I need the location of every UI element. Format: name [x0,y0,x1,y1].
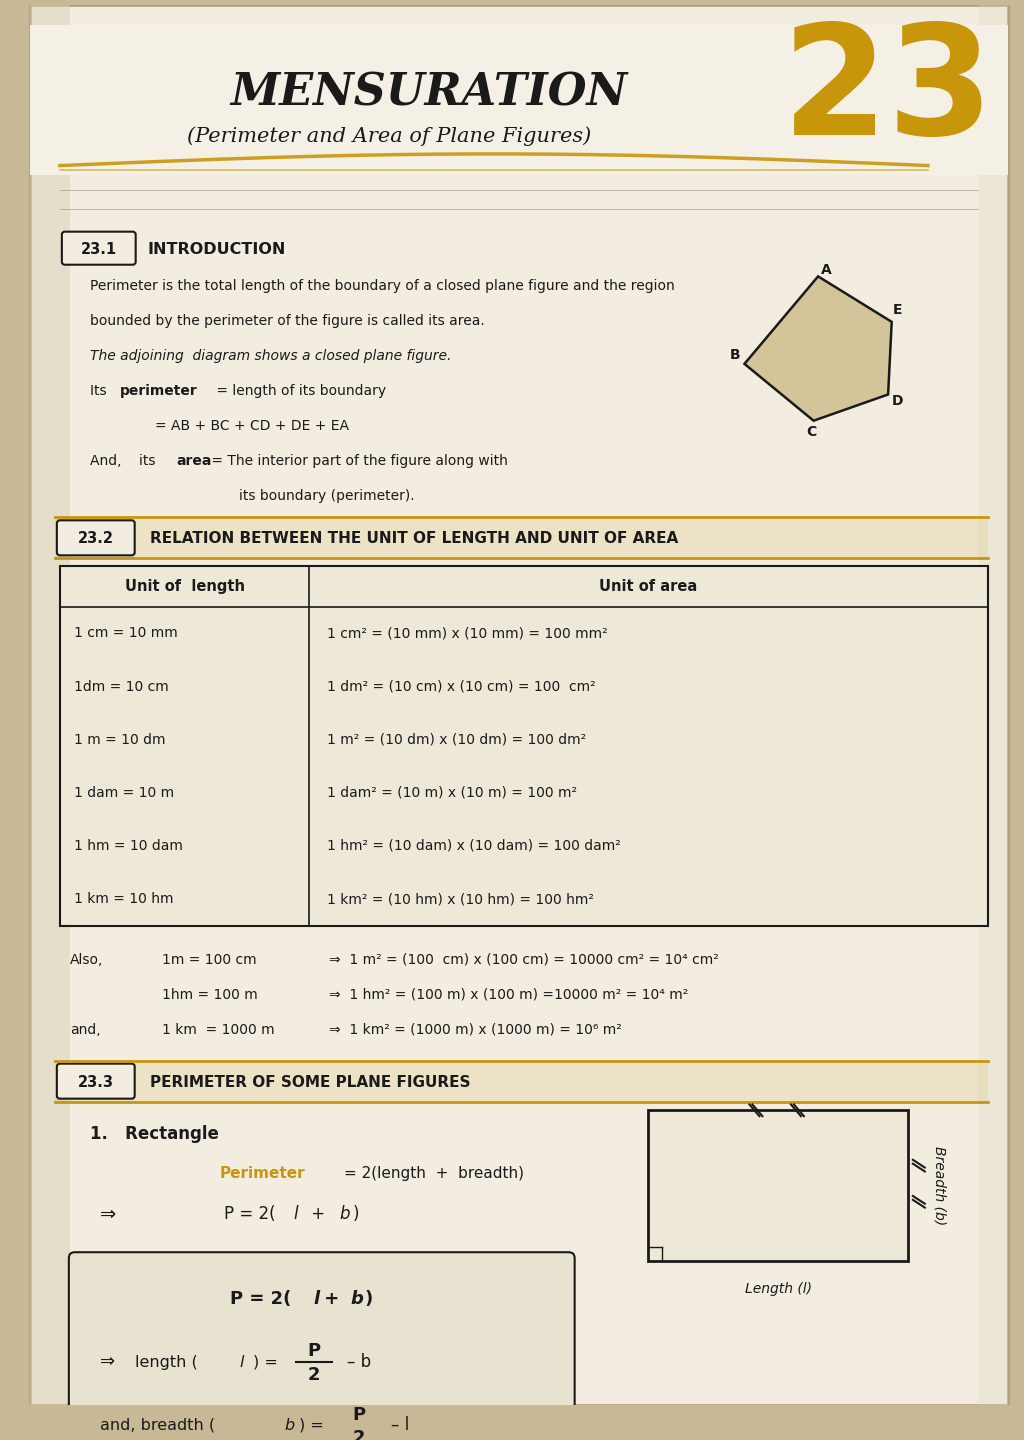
Text: Also,: Also, [70,953,103,966]
Text: – b: – b [347,1354,372,1371]
Text: 1 km  = 1000 m: 1 km = 1000 m [162,1022,274,1037]
Text: 1 cm = 10 mm: 1 cm = 10 mm [74,626,177,641]
Text: perimeter: perimeter [120,384,198,399]
Text: b: b [339,1205,350,1223]
Text: 1 m = 10 dm: 1 m = 10 dm [74,733,165,747]
FancyBboxPatch shape [59,566,988,926]
Text: 2: 2 [308,1365,321,1384]
Text: Perimeter is the total length of the boundary of a closed plane figure and the r: Perimeter is the total length of the bou… [90,279,675,294]
Text: and,: and, [70,1022,100,1037]
Text: 1 dam = 10 m: 1 dam = 10 m [74,786,174,799]
Text: its boundary (perimeter).: its boundary (perimeter). [240,490,415,503]
Text: 1 hm = 10 dam: 1 hm = 10 dam [74,840,182,852]
Text: Its: Its [90,384,115,399]
Text: l: l [313,1290,319,1308]
Text: And,    its: And, its [90,454,164,468]
Text: ⇒  1 hm² = (100 m) x (100 m) =10000 m² = 10⁴ m²: ⇒ 1 hm² = (100 m) x (100 m) =10000 m² = … [330,988,688,1002]
Text: l: l [240,1355,244,1369]
Text: P = 2(: P = 2( [224,1205,276,1223]
Text: Length (l): Length (l) [744,1283,812,1296]
FancyBboxPatch shape [57,520,135,556]
Text: PERIMETER OF SOME PLANE FIGURES: PERIMETER OF SOME PLANE FIGURES [150,1074,470,1090]
Polygon shape [30,6,1008,1405]
Text: 1 km² = (10 hm) x (10 hm) = 100 hm²: 1 km² = (10 hm) x (10 hm) = 100 hm² [328,891,594,906]
FancyBboxPatch shape [648,1110,908,1261]
FancyBboxPatch shape [55,517,988,559]
Text: 2: 2 [353,1428,366,1440]
Text: = The interior part of the figure along with: = The interior part of the figure along … [207,454,507,468]
Text: E: E [892,302,902,317]
FancyBboxPatch shape [61,232,136,265]
Text: 23.1: 23.1 [81,242,117,256]
Text: Perimeter: Perimeter [219,1166,305,1181]
Text: 1 hm² = (10 dam) x (10 dam) = 100 dam²: 1 hm² = (10 dam) x (10 dam) = 100 dam² [328,840,621,852]
Text: ) =: ) = [299,1418,325,1433]
Text: 1 km = 10 hm: 1 km = 10 hm [74,891,173,906]
Text: ⇒  1 m² = (100  cm) x (100 cm) = 10000 cm² = 10⁴ cm²: ⇒ 1 m² = (100 cm) x (100 cm) = 10000 cm²… [330,953,719,966]
Text: 23.2: 23.2 [78,531,114,546]
FancyBboxPatch shape [69,1253,574,1440]
Polygon shape [978,6,1008,1405]
Text: INTRODUCTION: INTRODUCTION [147,242,286,256]
Text: ) =: ) = [253,1355,279,1369]
Text: b: b [285,1418,295,1433]
Text: P: P [352,1405,366,1424]
Text: ): ) [365,1290,373,1308]
Text: +: + [306,1205,331,1223]
Text: area: area [176,454,212,468]
Text: D: D [891,393,903,408]
Text: 1hm = 100 m: 1hm = 100 m [162,988,257,1002]
Text: Breadth (b): Breadth (b) [933,1146,947,1225]
Text: B: B [730,348,740,363]
Text: +: + [318,1290,345,1308]
Text: (Perimeter and Area of Plane Figures): (Perimeter and Area of Plane Figures) [187,127,591,147]
Text: 1 m² = (10 dm) x (10 dm) = 100 dm²: 1 m² = (10 dm) x (10 dm) = 100 dm² [328,733,587,747]
Text: and, breadth (: and, breadth ( [99,1418,215,1433]
Text: Unit of  length: Unit of length [125,579,245,593]
Text: ⇒: ⇒ [99,1205,116,1224]
Text: ⇒  1 km² = (1000 m) x (1000 m) = 10⁶ m²: ⇒ 1 km² = (1000 m) x (1000 m) = 10⁶ m² [330,1022,622,1037]
Polygon shape [30,6,70,1405]
Text: P: P [307,1342,321,1361]
Text: 23: 23 [781,19,994,167]
Text: – l: – l [391,1416,410,1434]
Text: 23.3: 23.3 [78,1074,114,1090]
Text: ): ) [352,1205,358,1223]
Text: 1.   Rectangle: 1. Rectangle [90,1125,219,1143]
Text: The adjoining  diagram shows a closed plane figure.: The adjoining diagram shows a closed pla… [90,350,452,363]
FancyBboxPatch shape [55,1061,988,1102]
Text: length (: length ( [135,1355,198,1369]
Text: = 2(length  +  breadth): = 2(length + breadth) [344,1166,524,1181]
Text: P = 2(: P = 2( [230,1290,292,1308]
Text: MENSURATION: MENSURATION [230,71,628,114]
Text: 1 dm² = (10 cm) x (10 cm) = 100  cm²: 1 dm² = (10 cm) x (10 cm) = 100 cm² [328,680,596,694]
Polygon shape [744,276,892,420]
Text: = AB + BC + CD + DE + EA: = AB + BC + CD + DE + EA [155,419,348,433]
Text: A: A [820,264,831,278]
Text: = length of its boundary: = length of its boundary [212,384,386,399]
Text: 1dm = 10 cm: 1dm = 10 cm [74,680,169,694]
FancyBboxPatch shape [57,1064,135,1099]
Text: ⇒: ⇒ [99,1354,115,1371]
Text: RELATION BETWEEN THE UNIT OF LENGTH AND UNIT OF AREA: RELATION BETWEEN THE UNIT OF LENGTH AND … [150,531,678,546]
Text: C: C [806,425,816,439]
Text: Unit of area: Unit of area [599,579,697,593]
Text: b: b [350,1290,364,1308]
Text: bounded by the perimeter of the figure is called its area.: bounded by the perimeter of the figure i… [90,314,484,328]
Text: 1m = 100 cm: 1m = 100 cm [162,953,256,966]
Text: l: l [293,1205,298,1223]
Text: 1 dam² = (10 m) x (10 m) = 100 m²: 1 dam² = (10 m) x (10 m) = 100 m² [328,786,578,799]
Text: 1 cm² = (10 mm) x (10 mm) = 100 mm²: 1 cm² = (10 mm) x (10 mm) = 100 mm² [328,626,608,641]
FancyBboxPatch shape [30,24,1008,176]
